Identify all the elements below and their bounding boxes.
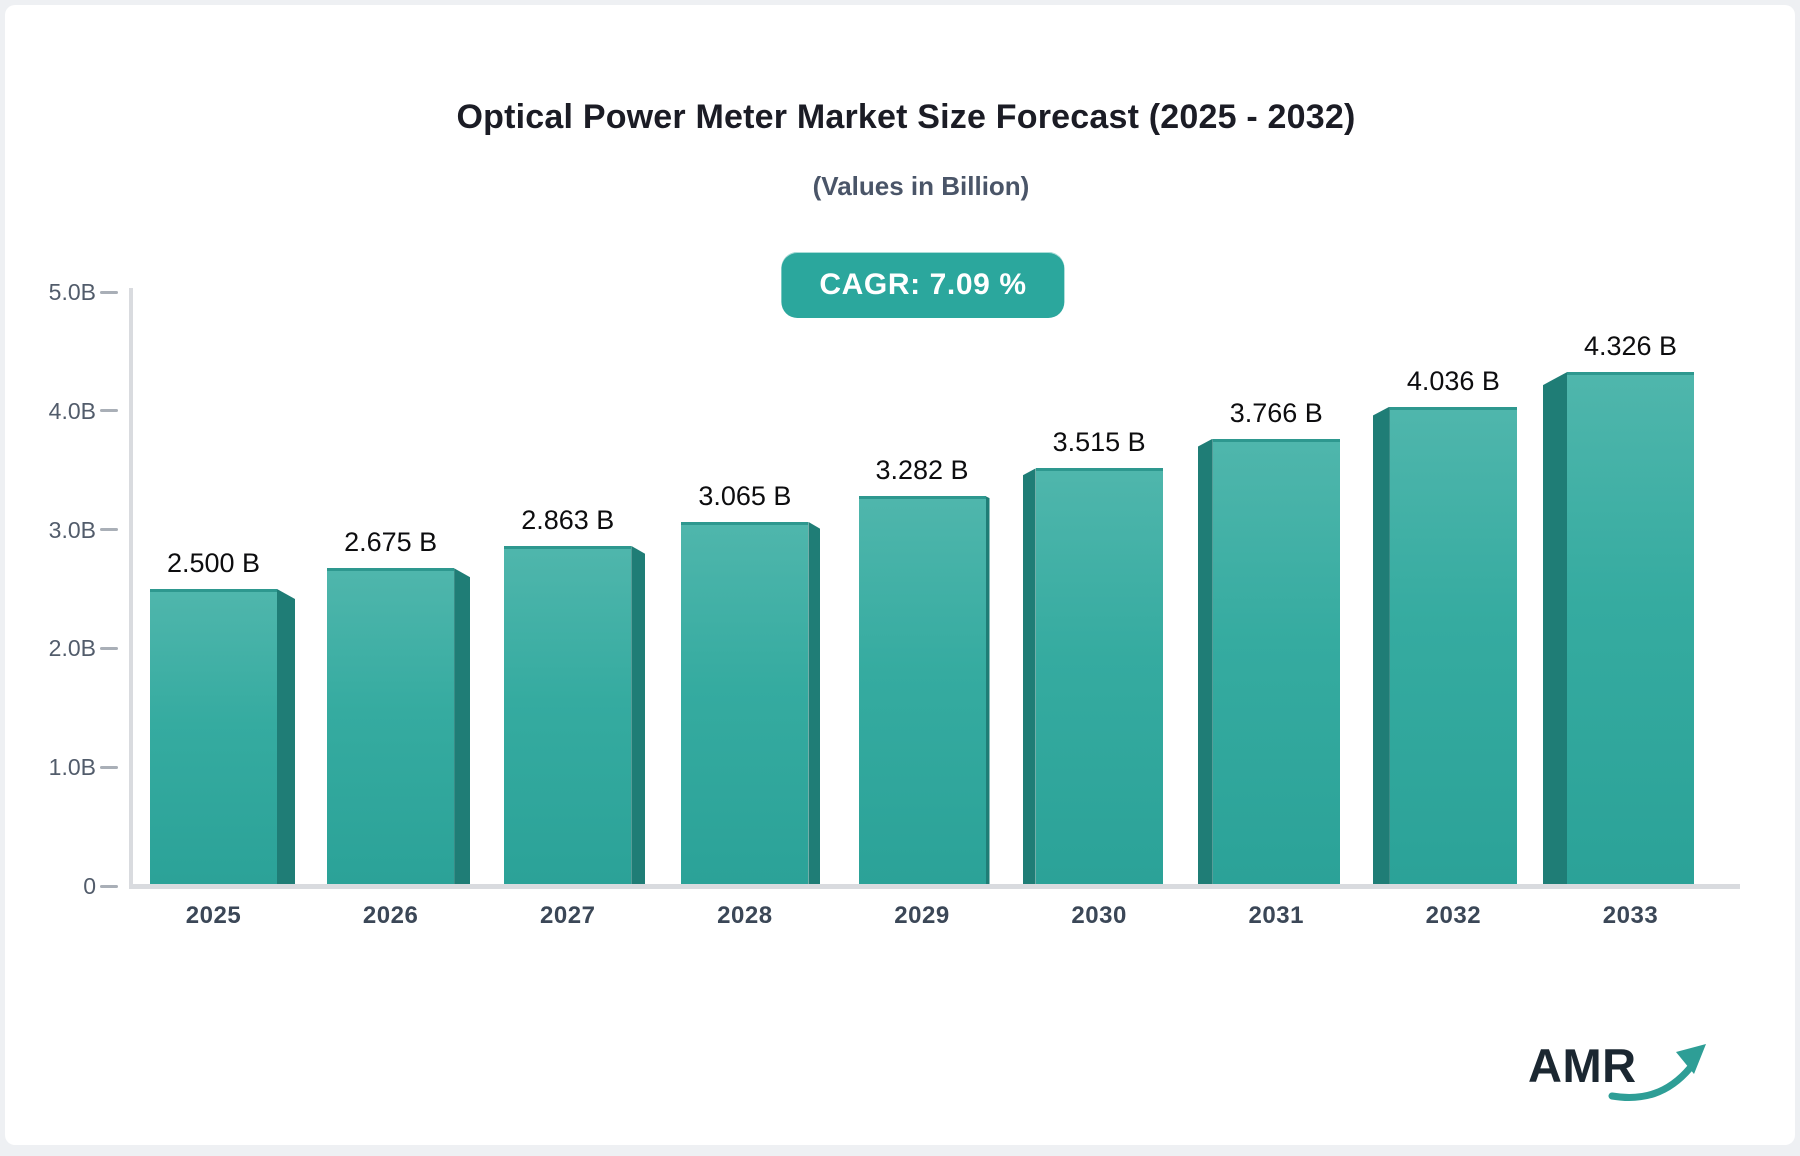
cagr-badge-label: CAGR: 7.09 % xyxy=(819,268,1027,301)
bar-value-label: 4.326 B xyxy=(1583,331,1678,362)
bar-value-label: 2.675 B xyxy=(344,527,438,558)
bar-side-face xyxy=(985,496,990,886)
bar-2030 xyxy=(1035,468,1163,886)
bar-side-face xyxy=(631,545,646,886)
bar-value-label: 2.500 B xyxy=(166,548,261,578)
y-tick-label: 3.0B xyxy=(48,516,96,543)
x-axis-label-2026: 2026 xyxy=(362,902,419,929)
y-tick-dash xyxy=(100,528,118,532)
chart-subtitle: (Values in Billion) xyxy=(812,171,1030,201)
bar-2033 xyxy=(1567,372,1694,886)
bar-side-face xyxy=(277,589,295,886)
bar-2032 xyxy=(1389,406,1517,886)
bar-2025 xyxy=(150,589,277,886)
bar-value-label: 2.863 B xyxy=(521,504,615,535)
bar-side-face xyxy=(808,521,821,886)
y-tick-label: 2.0B xyxy=(48,635,96,662)
trend-up-arrow-icon xyxy=(1608,1044,1706,1102)
bar-side-face xyxy=(1022,468,1036,886)
x-axis-label-2025: 2025 xyxy=(185,902,242,929)
x-axis-label-2032: 2032 xyxy=(1425,902,1482,929)
chart-title: Optical Power Meter Market Size Forecast… xyxy=(456,98,1356,136)
y-tick-dash xyxy=(100,765,118,769)
cagr-badge: CAGR: 7.09 % xyxy=(781,252,1065,318)
x-axis-label-2027: 2027 xyxy=(540,902,596,929)
bar-side-face xyxy=(1372,406,1390,886)
y-tick-dash xyxy=(100,646,118,650)
y-axis-line xyxy=(129,288,133,886)
bar-value-label: 3.065 B xyxy=(698,480,792,511)
x-axis-label-2030: 2030 xyxy=(1071,902,1127,929)
bar-value-label: 3.766 B xyxy=(1229,397,1323,428)
bar-2028 xyxy=(681,521,809,886)
x-axis-label-2033: 2033 xyxy=(1602,902,1659,929)
x-axis-baseline xyxy=(129,884,1740,889)
y-tick-label: 0 xyxy=(83,873,96,899)
y-tick-label: 1.0B xyxy=(48,754,96,781)
bar-2026 xyxy=(327,568,455,886)
bar-value-label: 3.282 B xyxy=(875,455,969,486)
x-axis-label-2029: 2029 xyxy=(894,902,950,929)
amr-logo: AMR xyxy=(1528,1038,1718,1108)
x-axis-label-2031: 2031 xyxy=(1248,902,1304,929)
y-tick-label: 4.0B xyxy=(48,397,96,424)
bar-2029 xyxy=(858,496,986,886)
bar-side-face xyxy=(454,568,471,886)
bar-value-label: 3.515 B xyxy=(1052,427,1146,458)
y-tick-dash xyxy=(100,290,118,294)
bar-2027 xyxy=(504,545,632,886)
y-tick-dash xyxy=(100,884,118,888)
bar-2031 xyxy=(1212,438,1340,886)
x-axis-label-2028: 2028 xyxy=(717,902,773,929)
bar-value-label: 4.036 B xyxy=(1406,365,1500,396)
y-tick-dash xyxy=(100,409,118,413)
amr-logo-text: AMR xyxy=(1528,1039,1637,1092)
bar-side-face xyxy=(1543,372,1567,886)
bar-side-face xyxy=(1197,438,1213,886)
y-tick-label: 5.0B xyxy=(48,279,96,305)
